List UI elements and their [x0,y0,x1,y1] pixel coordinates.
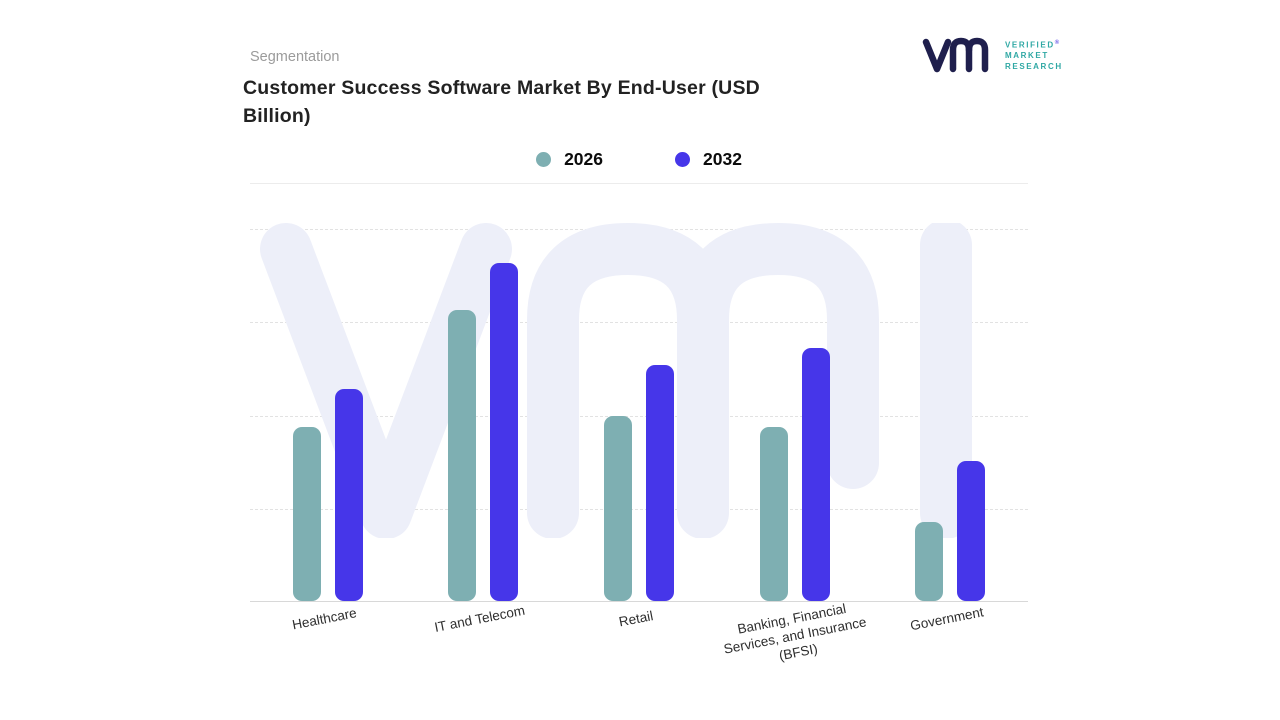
chart-area [250,183,1028,602]
x-axis-label-text: Government [909,604,985,634]
vmr-monogram-icon [922,37,989,73]
x-axis-label: Retail [561,608,717,661]
x-axis-label-text: IT and Telecom [433,602,527,635]
bar-2026 [915,522,944,601]
registered-mark: ® [1054,39,1061,46]
bar-2032 [801,348,830,601]
x-axis-label: Healthcare [250,605,406,661]
bar-2032 [490,263,519,601]
legend-item-2032[interactable]: 2032 [675,149,742,170]
logo-wordmark: VERIFIED® MARKET RESEARCH [1005,39,1063,72]
logo-line-research: RESEARCH [1005,62,1063,72]
legend-item-2026[interactable]: 2026 [536,149,603,170]
bar-group [292,389,363,601]
logo-line-market: MARKET [1005,51,1049,61]
bar-2032 [334,389,363,601]
bar-group [603,365,674,601]
logo-line-verified: VERIFIED® [1005,39,1061,50]
chart-title: Customer Success Software Market By End-… [243,77,760,127]
bar-2026 [759,427,788,601]
legend-dot-2026 [536,152,552,167]
bar-group [759,348,830,601]
bar-2032 [645,365,674,601]
vmr-logo: VERIFIED® MARKET RESEARCH [922,34,1063,76]
bar-2026 [603,416,632,601]
x-axis-label: IT and Telecom [406,603,562,661]
segmentation-eyebrow: Segmentation [250,49,340,65]
plot-area [250,184,1028,601]
x-axis-labels: Healthcare IT and Telecom Retail Banking, F… [250,601,1028,663]
legend-label-2032: 2032 [703,149,742,169]
x-axis-label-text: Healthcare [291,605,359,633]
bar-2032 [957,461,986,601]
bar-2026 [292,427,321,601]
legend-label-2026: 2026 [564,149,603,169]
x-axis-label-text: Retail [617,608,655,630]
bar-group [915,461,986,601]
x-axis-label: Government [872,604,1028,661]
bar-2026 [448,310,477,601]
x-axis-label-text: Banking, Financial Services, and Insuran… [722,600,868,664]
bar-group [448,263,519,601]
legend-dot-2032 [675,152,690,167]
legend: 2026 2032 [250,149,1028,170]
x-axis-label: Banking, Financial Services, and Insuran… [717,601,873,663]
